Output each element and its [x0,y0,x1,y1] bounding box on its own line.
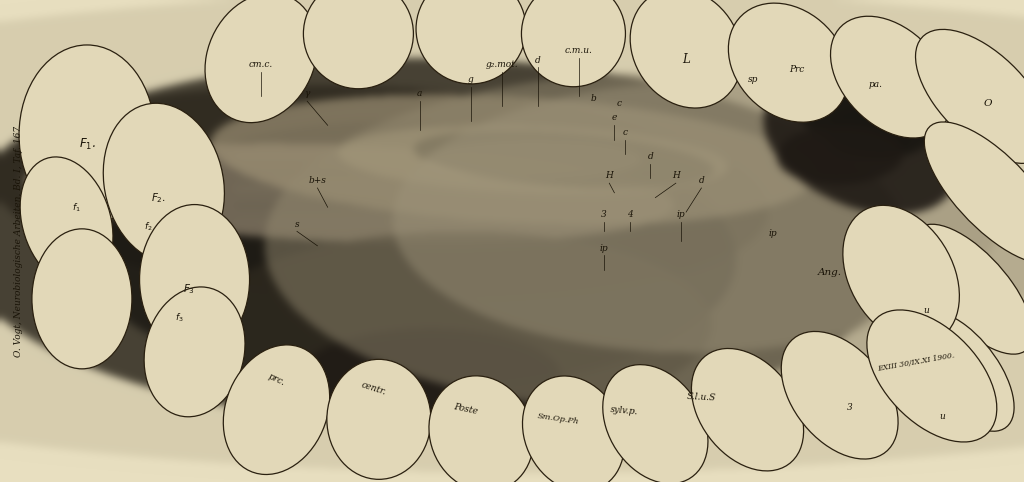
Text: Sm.Op.Ph: Sm.Op.Ph [537,413,580,426]
Ellipse shape [630,0,742,108]
Text: sp: sp [748,75,758,84]
Ellipse shape [867,310,996,442]
Ellipse shape [144,287,245,417]
Text: prc.: prc. [266,372,287,388]
Text: S.l.u.S: S.l.u.S [687,391,716,402]
Text: c: c [623,128,627,137]
Ellipse shape [205,0,317,122]
Ellipse shape [522,376,625,482]
Ellipse shape [843,205,959,344]
Text: $f_3$: $f_3$ [175,312,183,324]
Text: a: a [417,89,423,98]
Text: g: g [468,75,474,84]
Ellipse shape [32,229,132,369]
Text: d: d [647,152,653,161]
Ellipse shape [691,348,804,471]
Text: b: b [591,94,597,103]
Text: Ang.: Ang. [817,268,842,277]
Text: H: H [605,171,613,180]
Text: s: s [295,219,299,228]
Ellipse shape [20,157,113,286]
Text: 3: 3 [847,402,853,412]
Text: Prc: Prc [790,65,804,74]
Text: O. Vogt, Neurobiologische Arbeiten, Bd. I, Taf. 167: O. Vogt, Neurobiologische Arbeiten, Bd. … [14,125,23,357]
Text: u: u [939,412,945,421]
Text: centr.: centr. [360,381,387,397]
Text: $f_2$: $f_2$ [144,220,153,233]
Text: c: c [617,99,622,108]
Ellipse shape [830,16,951,138]
Text: O: O [984,99,992,108]
Ellipse shape [303,0,414,89]
Text: Poste: Poste [453,402,479,416]
Text: L: L [682,53,690,66]
Ellipse shape [139,204,250,355]
Text: $F_1$.: $F_1$. [79,137,95,152]
Ellipse shape [327,360,431,479]
Text: $F_2$.: $F_2$. [152,191,166,204]
Text: ip: ip [600,243,608,253]
Ellipse shape [19,45,155,225]
Ellipse shape [603,365,708,482]
Text: ip: ip [769,229,777,238]
Ellipse shape [521,0,626,87]
Text: b+s: b+s [308,176,327,185]
Text: EXIII 30/IX.XI 1900.: EXIII 30/IX.XI 1900. [878,352,955,373]
Text: c.m.u.: c.m.u. [564,46,593,55]
Ellipse shape [728,3,849,122]
Text: γ: γ [304,89,310,98]
Ellipse shape [925,122,1024,264]
Ellipse shape [911,311,1014,431]
Text: H: H [672,171,680,180]
Text: sylv.p.: sylv.p. [610,405,639,416]
Text: $F_3$: $F_3$ [183,282,196,296]
Text: d: d [535,55,541,65]
Ellipse shape [223,345,330,474]
Text: u: u [924,306,930,315]
Ellipse shape [103,103,224,263]
Ellipse shape [781,332,898,459]
Text: pa.: pa. [868,80,883,89]
Ellipse shape [416,0,526,84]
Text: e: e [611,113,617,122]
Ellipse shape [915,29,1024,163]
Text: $f_1$: $f_1$ [73,201,81,214]
Text: 3: 3 [601,210,607,219]
Ellipse shape [913,224,1024,354]
Text: ip: ip [677,210,685,219]
Text: cm.c.: cm.c. [249,60,273,69]
Ellipse shape [429,376,534,482]
Text: g₂.mot.: g₂.mot. [485,60,518,69]
Text: 4: 4 [627,210,633,219]
Text: d: d [698,176,705,185]
